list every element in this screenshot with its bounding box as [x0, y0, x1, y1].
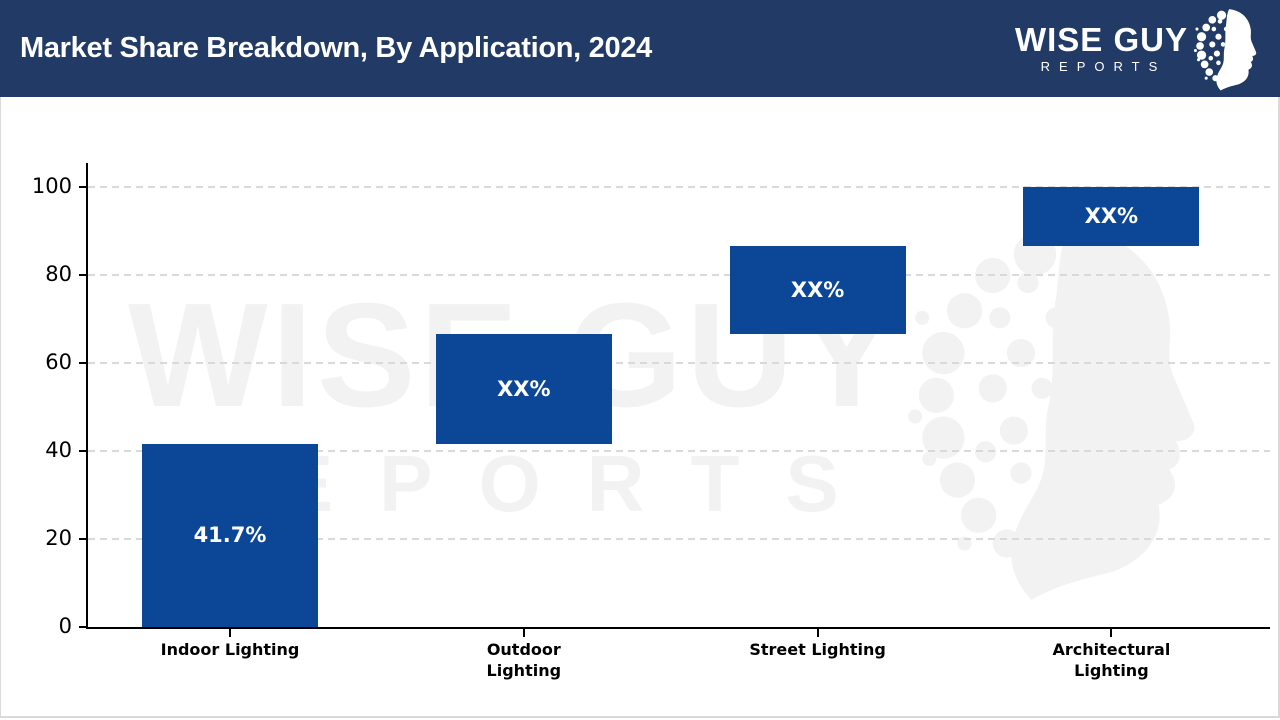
y-axis-tick: [79, 362, 87, 364]
gridline: [88, 450, 1270, 452]
x-axis-tick: [816, 629, 819, 637]
x-tick-label: Outdoor Lighting: [486, 640, 562, 680]
x-axis-line: [86, 627, 1270, 629]
logo-subtitle: REPORTS: [1040, 59, 1167, 74]
logo-text: WISE GUY REPORTS: [1015, 23, 1188, 74]
wise-guy-logo: WISE GUY REPORTS: [1015, 6, 1266, 92]
dotted-head-icon: [1193, 8, 1257, 90]
y-axis-tick: [79, 274, 87, 276]
header-bar: Market Share Breakdown, By Application, …: [0, 0, 1280, 97]
y-axis-tick: [79, 186, 87, 188]
y-axis-tick: [79, 450, 87, 452]
y-axis-line: [86, 163, 88, 629]
x-axis-tick: [1110, 629, 1113, 637]
watermark-dotted-head-icon: [908, 226, 1195, 600]
bar-street-lighting: XX%: [729, 245, 906, 334]
x-axis-tick: [229, 629, 231, 637]
gridline: [88, 186, 1270, 188]
logo-wordmark: WISE GUY: [1014, 21, 1188, 58]
bar-value-label: XX%: [1084, 204, 1139, 229]
bar-architectural-lighting: XX%: [1023, 187, 1200, 246]
y-tick-label: 80: [45, 262, 72, 286]
x-tick-label: Street Lighting: [749, 640, 886, 659]
gridline: [88, 274, 1270, 276]
x-tick-label: Architectural Lighting: [1052, 640, 1171, 680]
gridline: [88, 538, 1270, 540]
y-tick-label: 0: [58, 614, 72, 638]
y-tick-label: 60: [45, 350, 72, 374]
bar-value-label: XX%: [790, 277, 845, 302]
y-tick-label: 20: [45, 526, 72, 550]
y-axis-tick: [79, 626, 87, 628]
bar-outdoor-lighting: XX%: [435, 333, 612, 444]
bar-value-label: 41.7%: [193, 523, 267, 548]
bar-value-label: XX%: [497, 376, 551, 401]
gridline: [88, 362, 1270, 364]
bar-indoor-lighting: 41.7%: [142, 443, 318, 627]
x-axis-tick: [522, 629, 525, 637]
x-tick-label: Indoor Lighting: [160, 640, 300, 659]
y-axis-tick: [79, 538, 87, 540]
y-tick-label: 40: [45, 438, 72, 462]
y-tick-label: 100: [31, 174, 72, 198]
page-title: Market Share Breakdown, By Application, …: [20, 32, 652, 64]
